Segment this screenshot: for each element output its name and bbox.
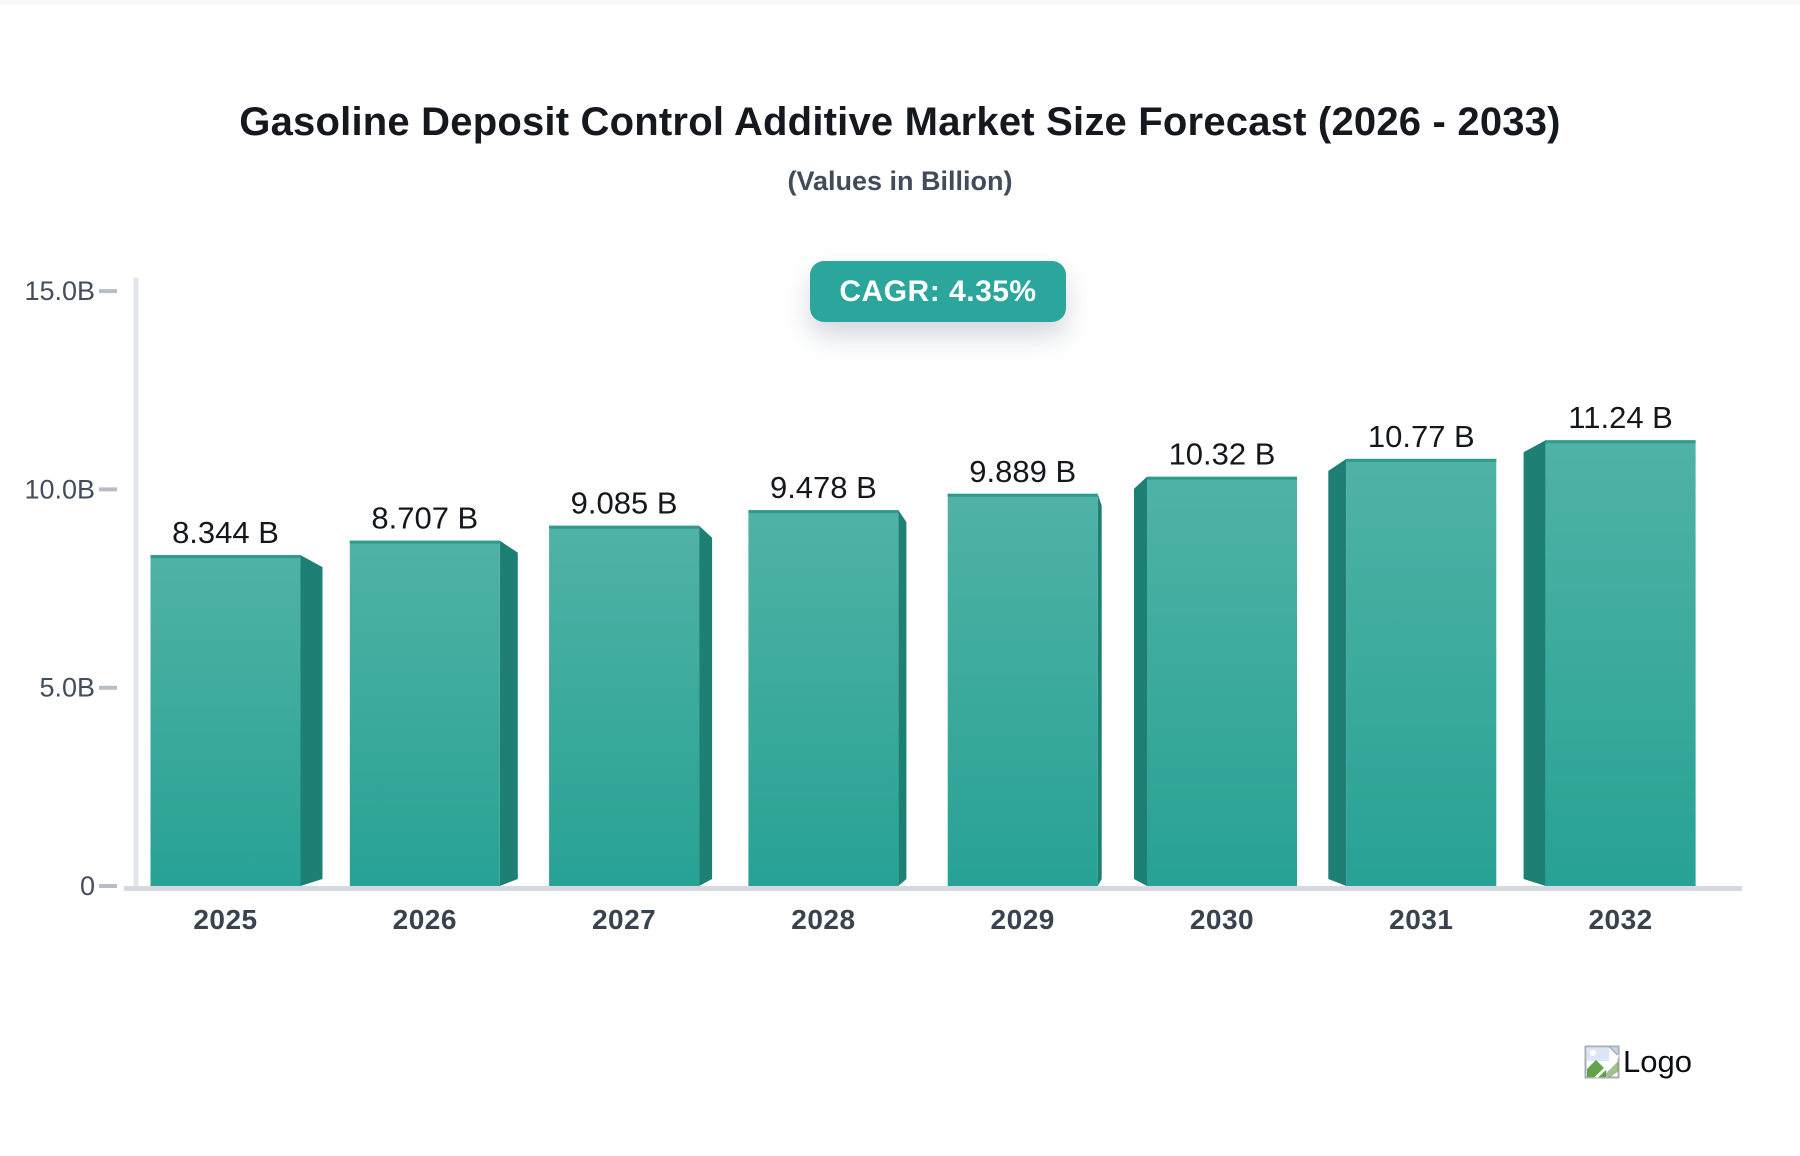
bar-front-face bbox=[748, 510, 899, 886]
bar-front-face bbox=[1147, 476, 1297, 886]
logo-alt-text: Logo bbox=[1623, 1044, 1692, 1079]
y-tick-label: 5.0B bbox=[39, 673, 95, 703]
bar-value-label: 11.24 B bbox=[1568, 400, 1673, 435]
x-axis-label: 2026 bbox=[393, 904, 457, 935]
x-axis-label: 2030 bbox=[1190, 904, 1254, 935]
chart-title: Gasoline Deposit Control Additive Market… bbox=[239, 100, 1561, 144]
cagr-badge: CAGR: 4.35% bbox=[810, 261, 1066, 322]
y-tick-label: 15.0B bbox=[24, 276, 95, 306]
y-tick-label: 10.0B bbox=[24, 474, 95, 504]
bar-value-label: 9.478 B bbox=[770, 470, 877, 505]
x-axis-label: 2029 bbox=[991, 904, 1055, 935]
bar-value-label: 9.889 B bbox=[969, 454, 1076, 489]
bar-side-face bbox=[300, 555, 323, 886]
bar-2025[interactable] bbox=[150, 555, 323, 886]
bar-2027[interactable] bbox=[549, 525, 713, 886]
bar-value-label: 8.344 B bbox=[172, 515, 279, 550]
x-axis-label: 2031 bbox=[1389, 904, 1453, 935]
x-axis-label: 2028 bbox=[791, 904, 855, 935]
bar-front-face bbox=[549, 525, 700, 886]
bar-2029[interactable] bbox=[947, 493, 1102, 886]
x-axis-label: 2032 bbox=[1588, 904, 1652, 935]
bar-front-face bbox=[349, 540, 500, 886]
x-axis-label: 2025 bbox=[193, 904, 257, 935]
bar-2028[interactable] bbox=[748, 510, 907, 886]
bar-value-label: 8.707 B bbox=[371, 501, 478, 536]
bar-value-label: 9.085 B bbox=[571, 486, 678, 521]
x-axis-label: 2027 bbox=[592, 904, 656, 935]
bar-2030[interactable] bbox=[1134, 476, 1297, 886]
bar-front-face bbox=[947, 493, 1098, 886]
top-border bbox=[0, 0, 1800, 5]
bar-side-face bbox=[1328, 458, 1347, 886]
bar-side-face bbox=[1097, 493, 1102, 886]
bar-2031[interactable] bbox=[1328, 458, 1497, 886]
bar-side-face bbox=[898, 510, 907, 886]
bar-2026[interactable] bbox=[349, 540, 518, 886]
bar-side-face bbox=[1523, 440, 1546, 886]
bar-2032[interactable] bbox=[1523, 440, 1696, 886]
bar-side-face bbox=[1134, 476, 1147, 886]
logo: Logo bbox=[1584, 1040, 1692, 1084]
broken-image-icon bbox=[1584, 1045, 1620, 1079]
bar-value-label: 10.32 B bbox=[1169, 437, 1276, 472]
bar-front-face bbox=[150, 555, 301, 886]
bar-front-face bbox=[1346, 458, 1497, 886]
bar-front-face bbox=[1545, 440, 1696, 886]
bar-side-face bbox=[499, 540, 518, 886]
bar-side-face bbox=[699, 525, 713, 886]
bar-value-label: 10.77 B bbox=[1368, 419, 1475, 454]
y-tick-label: 0 bbox=[80, 871, 95, 901]
cagr-label: CAGR: 4.35% bbox=[839, 274, 1037, 308]
chart-subtitle: (Values in Billion) bbox=[787, 166, 1013, 196]
